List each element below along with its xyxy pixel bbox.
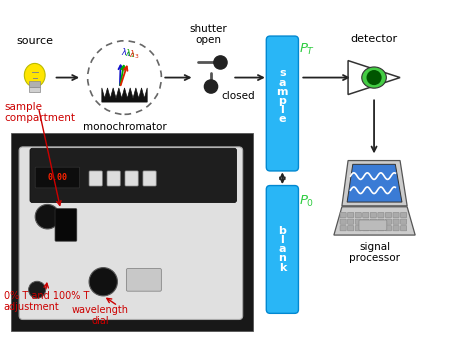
Text: shutter
open: shutter open <box>190 24 228 45</box>
FancyBboxPatch shape <box>378 226 384 231</box>
FancyBboxPatch shape <box>393 219 399 224</box>
Polygon shape <box>342 160 407 206</box>
Text: s
a
m
p
l
e: s a m p l e <box>277 69 288 125</box>
FancyBboxPatch shape <box>35 167 80 188</box>
FancyBboxPatch shape <box>347 226 354 231</box>
FancyBboxPatch shape <box>355 226 361 231</box>
FancyBboxPatch shape <box>370 219 376 224</box>
FancyBboxPatch shape <box>340 219 346 224</box>
FancyBboxPatch shape <box>363 219 369 224</box>
FancyBboxPatch shape <box>29 87 40 92</box>
FancyBboxPatch shape <box>30 148 237 203</box>
Text: monochromator: monochromator <box>82 122 166 132</box>
Text: source: source <box>16 36 53 46</box>
Text: $P_T$: $P_T$ <box>300 42 316 57</box>
Circle shape <box>204 80 218 93</box>
FancyBboxPatch shape <box>355 212 361 218</box>
Circle shape <box>214 56 227 69</box>
FancyBboxPatch shape <box>55 209 77 241</box>
Text: $P_0$: $P_0$ <box>300 194 315 209</box>
FancyBboxPatch shape <box>385 212 392 218</box>
FancyBboxPatch shape <box>11 133 253 331</box>
Circle shape <box>89 268 118 296</box>
FancyBboxPatch shape <box>19 147 243 319</box>
FancyBboxPatch shape <box>378 212 384 218</box>
Text: detector: detector <box>350 34 398 44</box>
FancyBboxPatch shape <box>363 226 369 231</box>
FancyBboxPatch shape <box>355 219 361 224</box>
Text: closed: closed <box>221 91 255 101</box>
Polygon shape <box>334 207 415 235</box>
Ellipse shape <box>362 67 386 88</box>
FancyBboxPatch shape <box>401 212 407 218</box>
Text: $\lambda_1$: $\lambda_1$ <box>121 47 132 59</box>
FancyBboxPatch shape <box>393 212 399 218</box>
Circle shape <box>28 281 46 298</box>
Text: wavelength
dial: wavelength dial <box>72 305 128 326</box>
FancyBboxPatch shape <box>340 212 346 218</box>
FancyBboxPatch shape <box>359 220 387 230</box>
Ellipse shape <box>24 63 45 87</box>
Polygon shape <box>347 164 402 202</box>
Text: signal
processor: signal processor <box>349 242 400 263</box>
FancyBboxPatch shape <box>266 185 299 313</box>
FancyBboxPatch shape <box>363 212 369 218</box>
Text: 0.00: 0.00 <box>47 173 67 182</box>
FancyBboxPatch shape <box>401 226 407 231</box>
FancyBboxPatch shape <box>107 171 120 186</box>
FancyBboxPatch shape <box>266 36 299 171</box>
Circle shape <box>35 204 60 229</box>
FancyBboxPatch shape <box>29 81 40 87</box>
FancyBboxPatch shape <box>340 226 346 231</box>
FancyBboxPatch shape <box>89 171 102 186</box>
FancyBboxPatch shape <box>347 219 354 224</box>
FancyBboxPatch shape <box>125 171 138 186</box>
Text: b
l
a
n
k: b l a n k <box>278 226 286 272</box>
FancyBboxPatch shape <box>127 269 161 291</box>
FancyBboxPatch shape <box>143 171 156 186</box>
Text: sample
compartment: sample compartment <box>4 102 75 123</box>
FancyBboxPatch shape <box>370 212 376 218</box>
FancyBboxPatch shape <box>370 226 376 231</box>
Text: 0% T and 100% T
adjustment: 0% T and 100% T adjustment <box>3 291 89 311</box>
Text: $\lambda_3$: $\lambda_3$ <box>129 48 139 61</box>
Polygon shape <box>102 88 147 102</box>
FancyBboxPatch shape <box>393 226 399 231</box>
FancyBboxPatch shape <box>347 212 354 218</box>
FancyBboxPatch shape <box>378 219 384 224</box>
FancyBboxPatch shape <box>385 226 392 231</box>
Circle shape <box>366 70 382 85</box>
FancyBboxPatch shape <box>401 219 407 224</box>
FancyBboxPatch shape <box>385 219 392 224</box>
Text: $\lambda_2$: $\lambda_2$ <box>125 47 136 60</box>
